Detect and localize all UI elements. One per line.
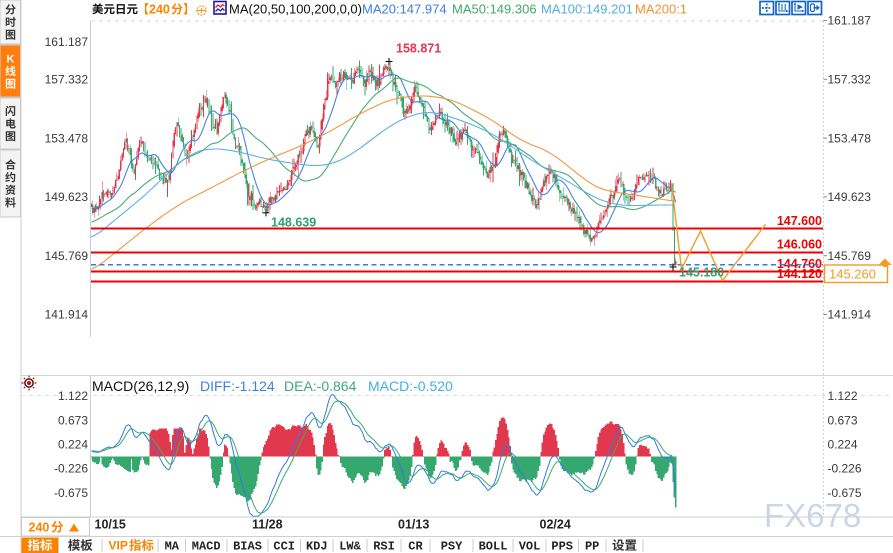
svg-text:153.478: 153.478 [828,131,872,145]
svg-text:149.623: 149.623 [828,190,872,204]
svg-text:145.769: 145.769 [45,249,89,263]
svg-text:141.914: 141.914 [828,308,872,322]
svg-text:-0.675: -0.675 [828,486,862,500]
svg-text:FX678: FX678 [764,497,861,534]
svg-text:161.187: 161.187 [45,35,89,49]
svg-text:-0.226: -0.226 [54,462,88,476]
svg-text:MACD: MACD [192,540,221,553]
svg-text:1.122: 1.122 [58,389,88,403]
svg-text:10/15: 10/15 [95,518,126,532]
svg-text:153.478: 153.478 [45,131,89,145]
svg-text:MA20:147.974: MA20:147.974 [362,2,447,17]
svg-text:01/13: 01/13 [398,518,429,532]
svg-text:RSI: RSI [373,540,395,553]
svg-text:CR: CR [408,540,423,553]
svg-text:158.871: 158.871 [396,42,441,56]
svg-text:240: 240 [29,521,50,535]
svg-text:149.623: 149.623 [45,190,89,204]
svg-text:BIAS: BIAS [233,540,262,553]
svg-text:MA50:149.306: MA50:149.306 [452,2,537,17]
svg-text:148.639: 148.639 [271,216,316,230]
svg-text:0.224: 0.224 [828,438,858,452]
svg-text:145.180: 145.180 [679,266,724,280]
svg-text:0.673: 0.673 [828,413,858,427]
svg-text:MA: MA [165,540,180,553]
svg-text:-0.675: -0.675 [54,486,88,500]
svg-text:VOL: VOL [519,540,541,553]
svg-text:CCI: CCI [273,540,295,553]
svg-text:VIP: VIP [109,539,128,553]
svg-text:145.260: 145.260 [829,267,876,282]
svg-text:02/24: 02/24 [540,518,571,532]
svg-text:DIFF:-1.124: DIFF:-1.124 [200,378,275,394]
svg-text:KDJ: KDJ [306,540,328,553]
svg-text:144.120: 144.120 [777,267,822,281]
svg-text:145.769: 145.769 [828,249,872,263]
svg-text:BOLL: BOLL [479,540,508,553]
svg-text:DEA:-0.864: DEA:-0.864 [284,378,357,394]
svg-text:11/28: 11/28 [252,518,283,532]
svg-text:1.122: 1.122 [828,389,858,403]
svg-text:157.332: 157.332 [828,73,872,87]
svg-text:PPS: PPS [551,540,573,553]
svg-text:PSY: PSY [441,540,463,553]
svg-text:LW&: LW& [339,540,361,553]
svg-text:0.673: 0.673 [58,413,88,427]
svg-text:146.060: 146.060 [777,238,822,252]
svg-text:MA(20,50,100,200,0,0): MA(20,50,100,200,0,0) [229,2,362,17]
svg-text:-0.226: -0.226 [828,462,862,476]
svg-text:MA100:149.201: MA100:149.201 [541,2,633,17]
svg-text:MACD:-0.520: MACD:-0.520 [368,378,453,394]
svg-text:0.224: 0.224 [58,438,88,452]
svg-text:MACD(26,12,9): MACD(26,12,9) [92,378,189,394]
svg-text:161.187: 161.187 [828,14,872,28]
svg-text:157.332: 157.332 [45,73,89,87]
svg-text:141.914: 141.914 [45,308,89,322]
svg-text:PP: PP [585,540,599,553]
svg-text:K: K [7,53,15,65]
svg-text:147.600: 147.600 [777,214,822,228]
svg-text:MA200:1: MA200:1 [635,2,687,17]
svg-text:240: 240 [149,3,170,17]
